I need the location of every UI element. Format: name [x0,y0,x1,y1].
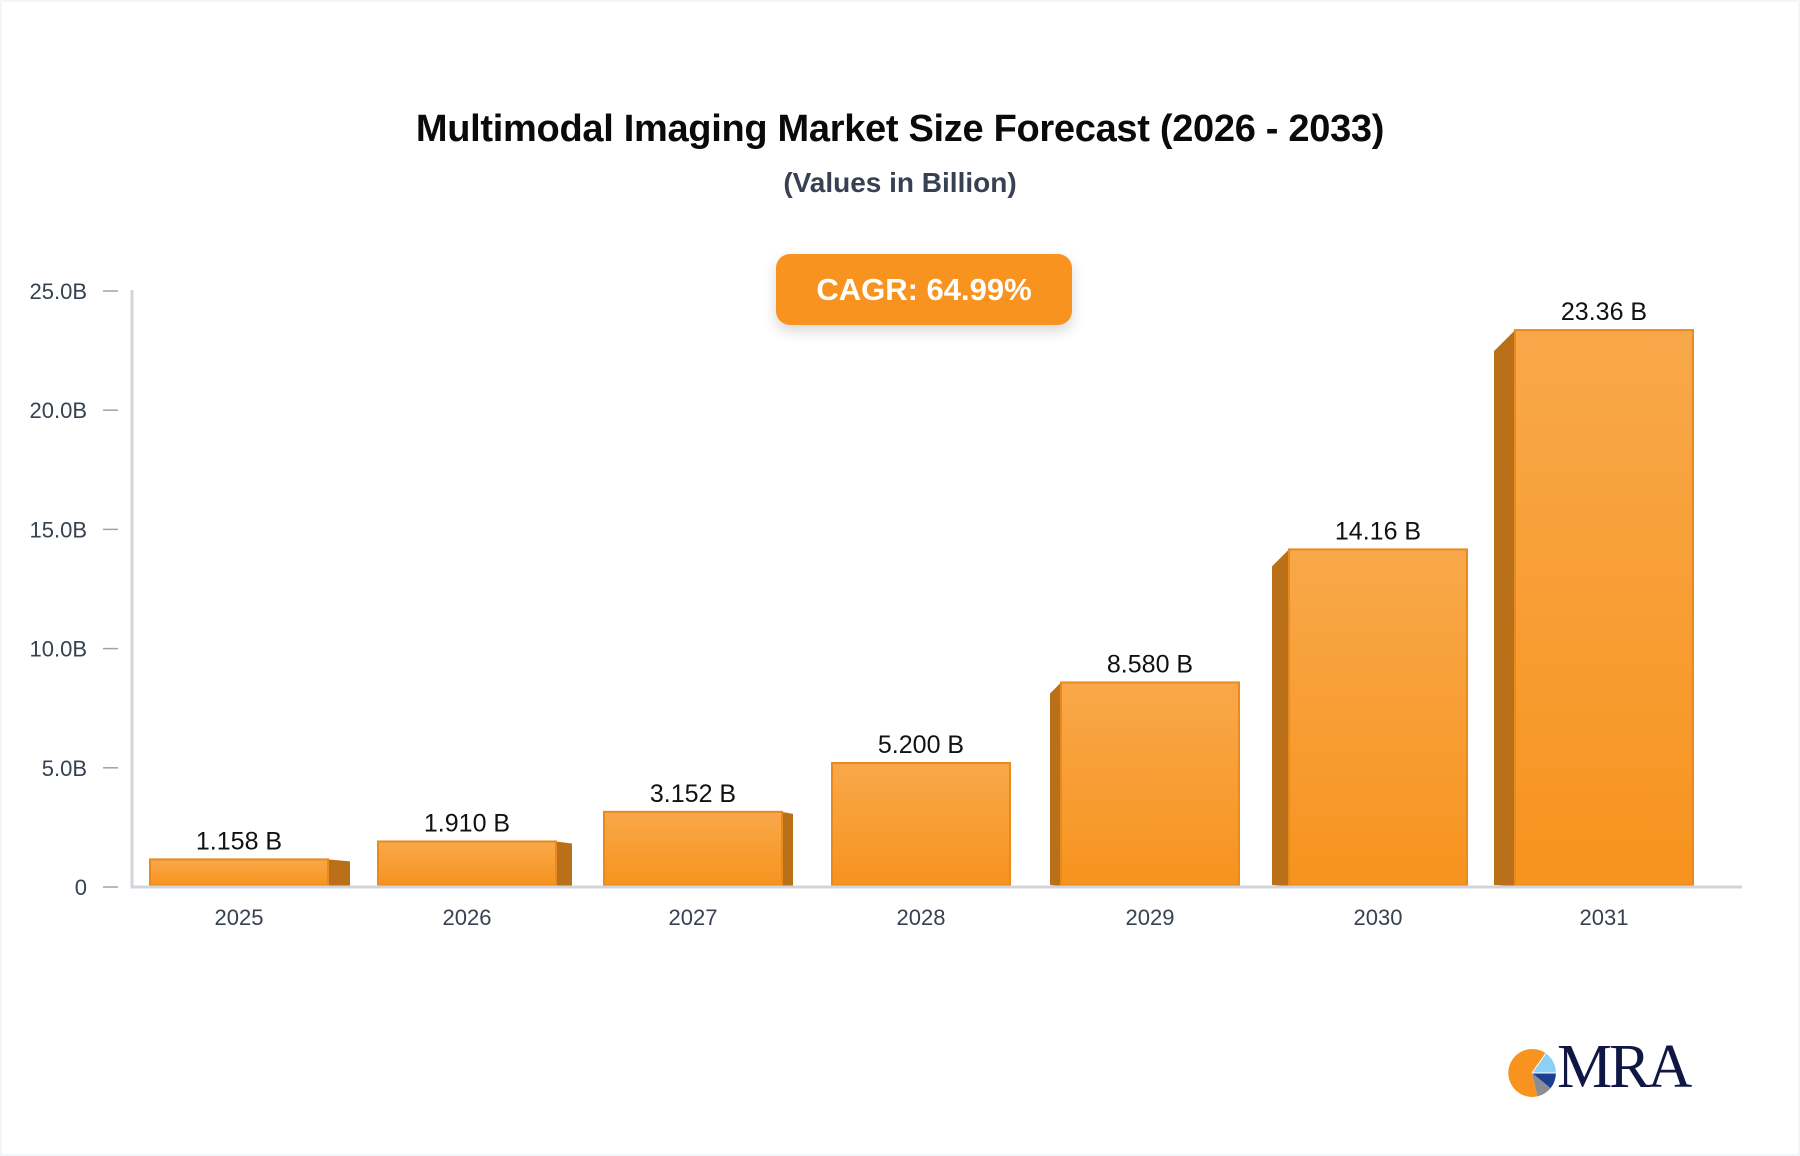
bar-2028: 5.200 B [831,731,1011,887]
x-tick-label: 2028 [897,905,946,930]
bar-2030: 14.16 B [1272,517,1468,887]
bar-value-label: 14.16 B [1335,517,1421,545]
y-tick-label: 0 [75,875,87,900]
x-tick-label: 2030 [1354,905,1403,930]
x-tick-label: 2026 [443,905,492,930]
logo-text: MRA [1557,1033,1692,1101]
y-tick-label: 15.0B [30,517,88,542]
y-tick-label: 20.0B [30,398,88,423]
x-axis: 2025 2026 2027 2028 2029 2030 2031 [132,885,1742,930]
bar-value-label: 3.152 B [650,780,736,808]
bar-value-label: 23.36 B [1561,298,1647,326]
y-tick-label: 25.0B [30,279,88,304]
bar-2031: 23.36 B [1494,298,1694,887]
bar-value-label: 5.200 B [878,731,964,759]
bar-2025: 1.158 B [149,827,350,887]
y-axis: 0 5.0B 10.0B 15.0B 20.0B 25.0B [30,279,134,900]
bar-value-label: 1.910 B [424,809,510,837]
bar-value-label: 1.158 B [196,827,282,855]
bar-value-label: 8.580 B [1107,650,1193,678]
bars-group: 1.158 B 1.910 B 3.152 B 5.200 B 8.580 B 14.16… [149,298,1694,887]
y-tick-label: 10.0B [30,637,88,662]
chart-subtitle: (Values in Billion) [783,167,1017,198]
mra-logo: MRA [1505,1036,1700,1102]
x-tick-label: 2025 [215,905,264,930]
y-tick-label: 5.0B [42,756,87,781]
bar-2027: 3.152 B [603,780,793,887]
bar-2026: 1.910 B [377,809,572,887]
x-tick-label: 2031 [1580,905,1629,930]
bar-2029: 8.580 B [1050,650,1240,887]
x-tick-label: 2027 [669,905,718,930]
cagr-badge: CAGR: 64.99% [776,254,1072,325]
chart-title: Multimodal Imaging Market Size Forecast … [415,108,1385,150]
x-tick-label: 2029 [1126,905,1175,930]
pie-chart-logo-icon [1508,1048,1556,1097]
